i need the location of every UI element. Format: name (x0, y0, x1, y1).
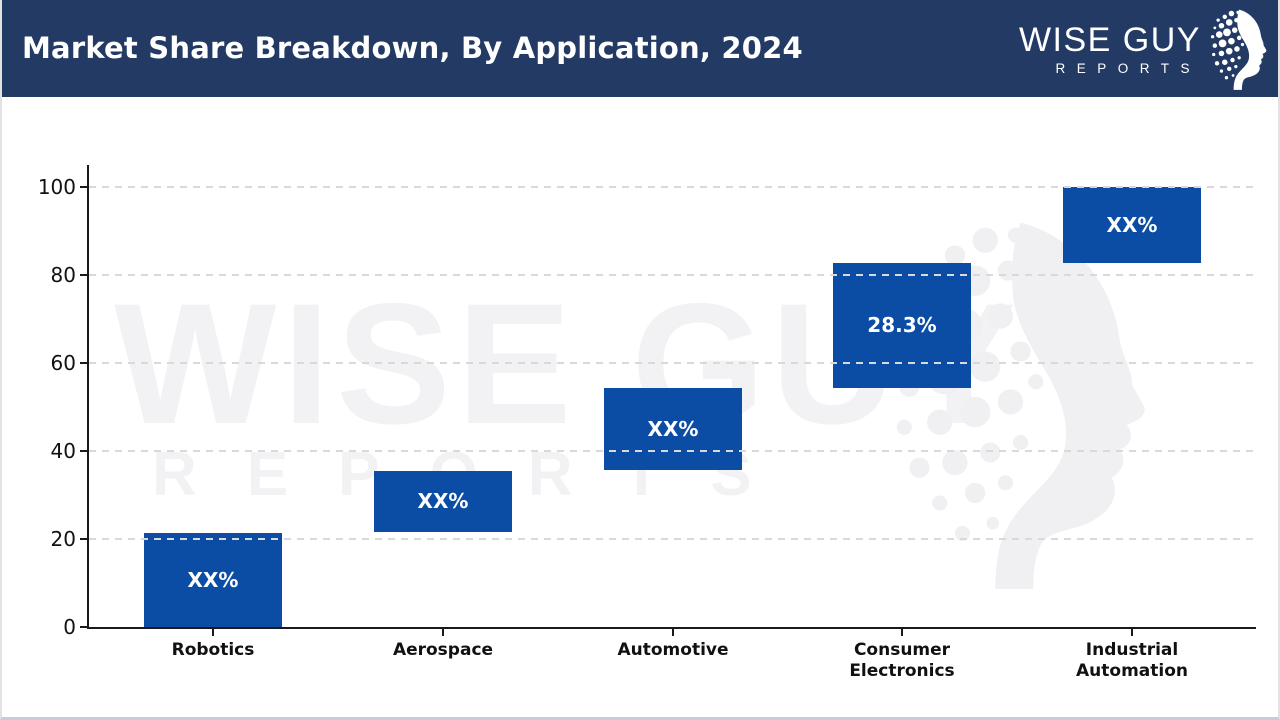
wiseguy-head-icon (1210, 9, 1267, 90)
page-title: Market Share Breakdown, By Application, … (22, 31, 803, 65)
bar-industrial-automation: XX% (1063, 187, 1201, 263)
bar-robotics: XX% (144, 532, 282, 627)
logo-wordmark: WISE GUY (1018, 21, 1201, 59)
bar-value-label-robotics: XX% (187, 567, 239, 592)
bar-value-label-industrial-automation: XX% (1106, 212, 1158, 237)
y-tickmark-80 (80, 274, 87, 276)
logo-subtitle: REPORTS (1055, 61, 1201, 76)
category-label-industrial-automation: Industrial Automation (1076, 640, 1188, 681)
x-tickmark-robotics (212, 629, 214, 636)
logo-text: WISE GUY REPORTS (1019, 22, 1201, 76)
bar-value-label-consumer-electronics: 28.3% (867, 313, 937, 338)
bar-consumer-electronics: 28.3% (833, 263, 971, 388)
category-label-robotics: Robotics (171, 640, 255, 660)
category-label-aerospace: Aerospace (392, 640, 494, 660)
wiseguy-logo: WISE GUY REPORTS (1019, 5, 1268, 93)
y-tickmark-0 (80, 626, 87, 628)
y-tick-label-0: 0 (63, 615, 76, 639)
bar-value-label-aerospace: XX% (417, 489, 469, 514)
gridline-100 (89, 186, 1256, 188)
y-tick-label-20: 20 (50, 527, 76, 551)
gridline-40 (89, 450, 1256, 452)
gridline-80 (89, 274, 1256, 276)
y-tickmark-60 (80, 362, 87, 364)
y-tickmark-40 (80, 450, 87, 452)
y-tick-label-100: 100 (37, 175, 76, 199)
bar-automotive: XX% (604, 388, 742, 471)
y-tickmark-20 (80, 538, 87, 540)
gridline-20 (89, 538, 1256, 540)
bar-value-label-automotive: XX% (647, 417, 699, 442)
category-label-consumer-electronics: Consumer Electronics (849, 640, 955, 681)
header-banner: Market Share Breakdown, By Application, … (2, 0, 1278, 97)
category-label-automotive: Automotive (617, 640, 729, 660)
bar-aerospace: XX% (374, 470, 512, 532)
y-axis-spine (87, 165, 89, 629)
y-tick-label-80: 80 (50, 263, 76, 287)
x-tickmark-consumer-electronics (901, 629, 903, 636)
y-tickmark-100 (80, 186, 87, 188)
x-tickmark-automotive (672, 629, 674, 636)
x-axis-spine (87, 627, 1256, 629)
y-tick-label-60: 60 (50, 351, 76, 375)
x-tickmark-aerospace (442, 629, 444, 636)
gridline-60 (89, 362, 1256, 364)
y-tick-label-40: 40 (50, 439, 76, 463)
x-tickmark-industrial-automation (1131, 629, 1133, 636)
